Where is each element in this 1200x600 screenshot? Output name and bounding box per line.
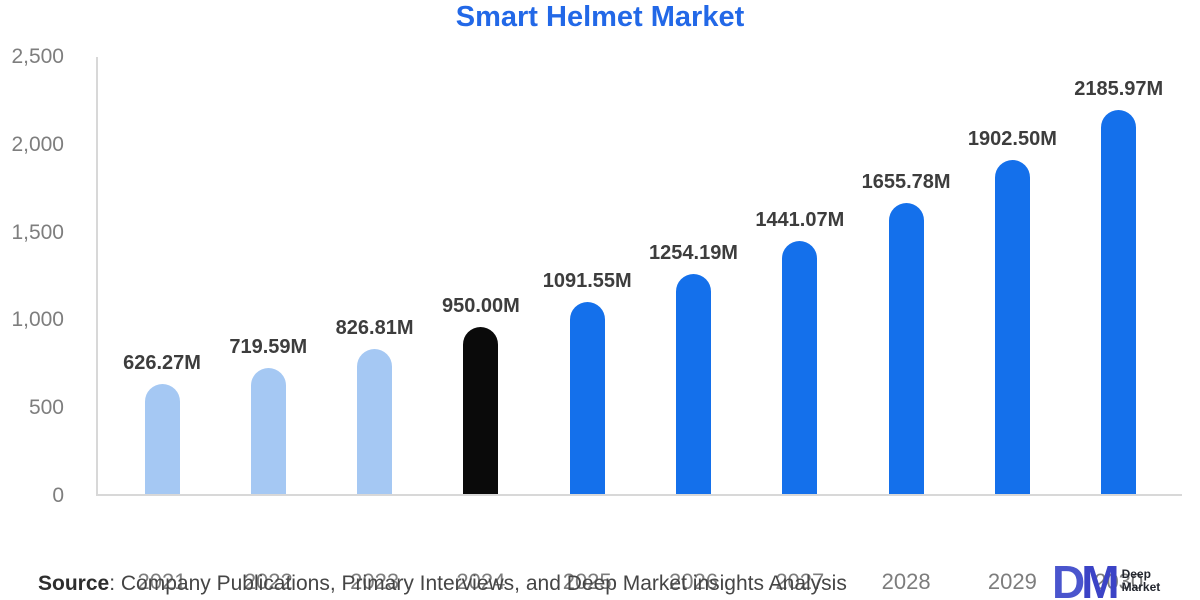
source-text: : Company Publications, Primary Intervie…	[109, 572, 847, 595]
x-tick-2030: 2030	[1094, 569, 1144, 594]
value-label-2028: 1655.78M	[861, 171, 951, 194]
y-tick-1000: 1,000	[11, 308, 64, 332]
y-tick-2000: 2,000	[11, 132, 64, 156]
value-label-2022: 719.59M	[229, 335, 308, 358]
bar-2022	[250, 367, 286, 494]
plot-area: 2,500 2,000 1,500 1,000 500 0 626.27M 719.59M 8…	[11, 46, 1182, 594]
x-tick-2023: 2023	[350, 569, 400, 594]
value-label-2026: 1254.19M	[649, 241, 738, 264]
source-label: Source	[38, 572, 110, 595]
bar-2027	[782, 240, 818, 494]
y-tick-1500: 1,500	[11, 220, 64, 244]
bar-2024	[463, 327, 499, 494]
logo-letter-d: D	[1052, 556, 1085, 600]
logo-dm-monogram: DM	[1052, 559, 1120, 600]
x-tick-2028: 2028	[881, 569, 931, 594]
bar-2023	[357, 348, 393, 494]
bar-2030	[1101, 110, 1137, 494]
deep-market-logo: DM Deep Market	[1052, 559, 1161, 600]
bar-2026	[676, 273, 711, 494]
x-tick-2025: 2025	[562, 569, 612, 594]
value-label-2027: 1441.07M	[755, 208, 845, 231]
value-label-2030: 2185.97M	[1074, 78, 1164, 101]
logo-text-line2: Market	[1121, 580, 1161, 594]
x-tick-2021: 2021	[137, 569, 187, 594]
source-note: Source: Company Publications, Primary In…	[38, 572, 847, 596]
value-label-2025: 1091.55M	[542, 270, 632, 293]
x-tick-2024: 2024	[456, 569, 506, 594]
y-tick-0: 0	[52, 484, 64, 507]
x-tick-2026: 2026	[669, 569, 718, 594]
chart-title: Smart Helmet Market	[455, 1, 745, 33]
value-label-2023: 826.81M	[335, 316, 414, 339]
x-tick-2027: 2027	[775, 569, 825, 594]
value-label-2021: 626.27M	[123, 352, 201, 375]
bar-2025	[569, 302, 605, 494]
y-tick-500: 500	[28, 396, 64, 420]
value-label-2024: 950.00M	[441, 295, 520, 318]
bar-2029	[994, 159, 1030, 494]
y-tick-2500: 2,500	[11, 45, 64, 68]
bar-2021	[144, 384, 180, 494]
x-tick-2029: 2029	[987, 569, 1037, 594]
logo-wordmark: Deep Market	[1122, 562, 1161, 594]
x-tick-2022: 2022	[243, 569, 293, 594]
value-label-2029: 1902.50M	[967, 127, 1057, 150]
logo-letter-m: M	[1081, 556, 1119, 600]
bar-2028	[888, 203, 924, 494]
logo-text-line1: Deep	[1121, 567, 1151, 581]
